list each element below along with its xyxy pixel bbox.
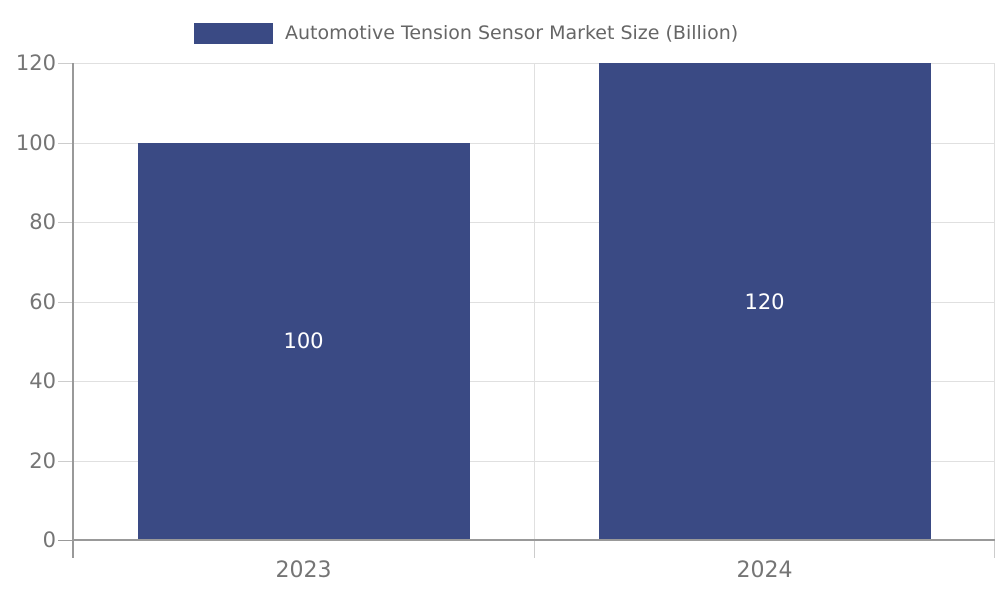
y-tick-label: 60	[29, 289, 56, 314]
bar-value-label: 120	[744, 289, 785, 314]
x-tick-label: 2024	[736, 558, 793, 583]
y-tick-label: 100	[15, 130, 56, 155]
y-tick-mark	[58, 460, 73, 462]
bar-value-label: 100	[283, 329, 324, 354]
y-tick-mark	[58, 142, 73, 144]
x-tick-mark	[534, 540, 535, 558]
x-gridline	[994, 63, 995, 540]
plot-area: 100 120	[73, 63, 995, 540]
y-tick-label: 40	[29, 369, 56, 393]
bar-2023	[137, 142, 470, 540]
y-tick-label: 80	[29, 210, 56, 234]
legend: Automotive Tension Sensor Market Size (B…	[194, 22, 738, 44]
y-axis-zero-tick	[58, 540, 73, 541]
y-tick-label: 120	[15, 51, 56, 75]
y-tick-label: 0	[42, 528, 56, 552]
x-axis	[73, 539, 995, 541]
y-tick-mark	[58, 301, 73, 303]
y-tick-mark	[58, 222, 73, 223]
y-tick-mark	[58, 381, 73, 382]
x-tick-label: 2023	[275, 558, 332, 583]
y-axis	[72, 63, 74, 558]
legend-label: Automotive Tension Sensor Market Size (B…	[285, 22, 739, 44]
y-tick-label: 20	[29, 448, 56, 473]
legend-swatch-icon	[194, 22, 273, 44]
x-tick-mark	[994, 540, 995, 558]
y-tick-mark	[58, 63, 73, 64]
bar-2024	[598, 63, 931, 540]
x-gridline	[534, 63, 535, 540]
